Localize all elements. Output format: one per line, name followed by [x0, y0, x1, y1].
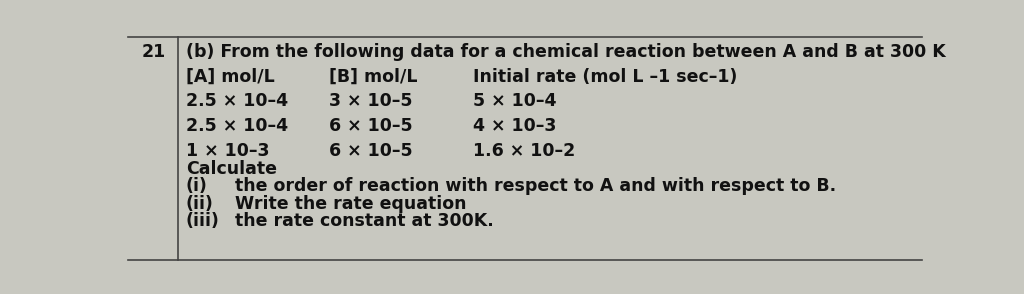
Text: 6 × 10–5: 6 × 10–5: [329, 117, 413, 135]
Text: the order of reaction with respect to A and with respect to B.: the order of reaction with respect to A …: [236, 177, 837, 195]
Text: 1.6 × 10–2: 1.6 × 10–2: [473, 141, 575, 160]
Text: (b) From the following data for a chemical reaction between A and B at 300 K: (b) From the following data for a chemic…: [186, 43, 946, 61]
Text: (ii): (ii): [186, 195, 214, 213]
Text: 3 × 10–5: 3 × 10–5: [329, 92, 413, 110]
Text: Initial rate (mol L –1 sec–1): Initial rate (mol L –1 sec–1): [473, 68, 737, 86]
Text: the rate constant at 300K.: the rate constant at 300K.: [236, 212, 494, 230]
Text: (i): (i): [186, 177, 208, 195]
Text: (iii): (iii): [186, 212, 220, 230]
Text: 6 × 10–5: 6 × 10–5: [329, 141, 413, 160]
Text: Write the rate equation: Write the rate equation: [236, 195, 467, 213]
Text: 2.5 × 10–4: 2.5 × 10–4: [186, 92, 288, 110]
Text: [A] mol/L: [A] mol/L: [186, 68, 274, 86]
Text: 1 × 10–3: 1 × 10–3: [186, 141, 269, 160]
Text: Calculate: Calculate: [186, 160, 276, 178]
Text: 5 × 10–4: 5 × 10–4: [473, 92, 557, 110]
Text: 21: 21: [141, 43, 166, 61]
Text: [B] mol/L: [B] mol/L: [329, 68, 418, 86]
Text: 2.5 × 10–4: 2.5 × 10–4: [186, 117, 288, 135]
Text: 4 × 10–3: 4 × 10–3: [473, 117, 557, 135]
